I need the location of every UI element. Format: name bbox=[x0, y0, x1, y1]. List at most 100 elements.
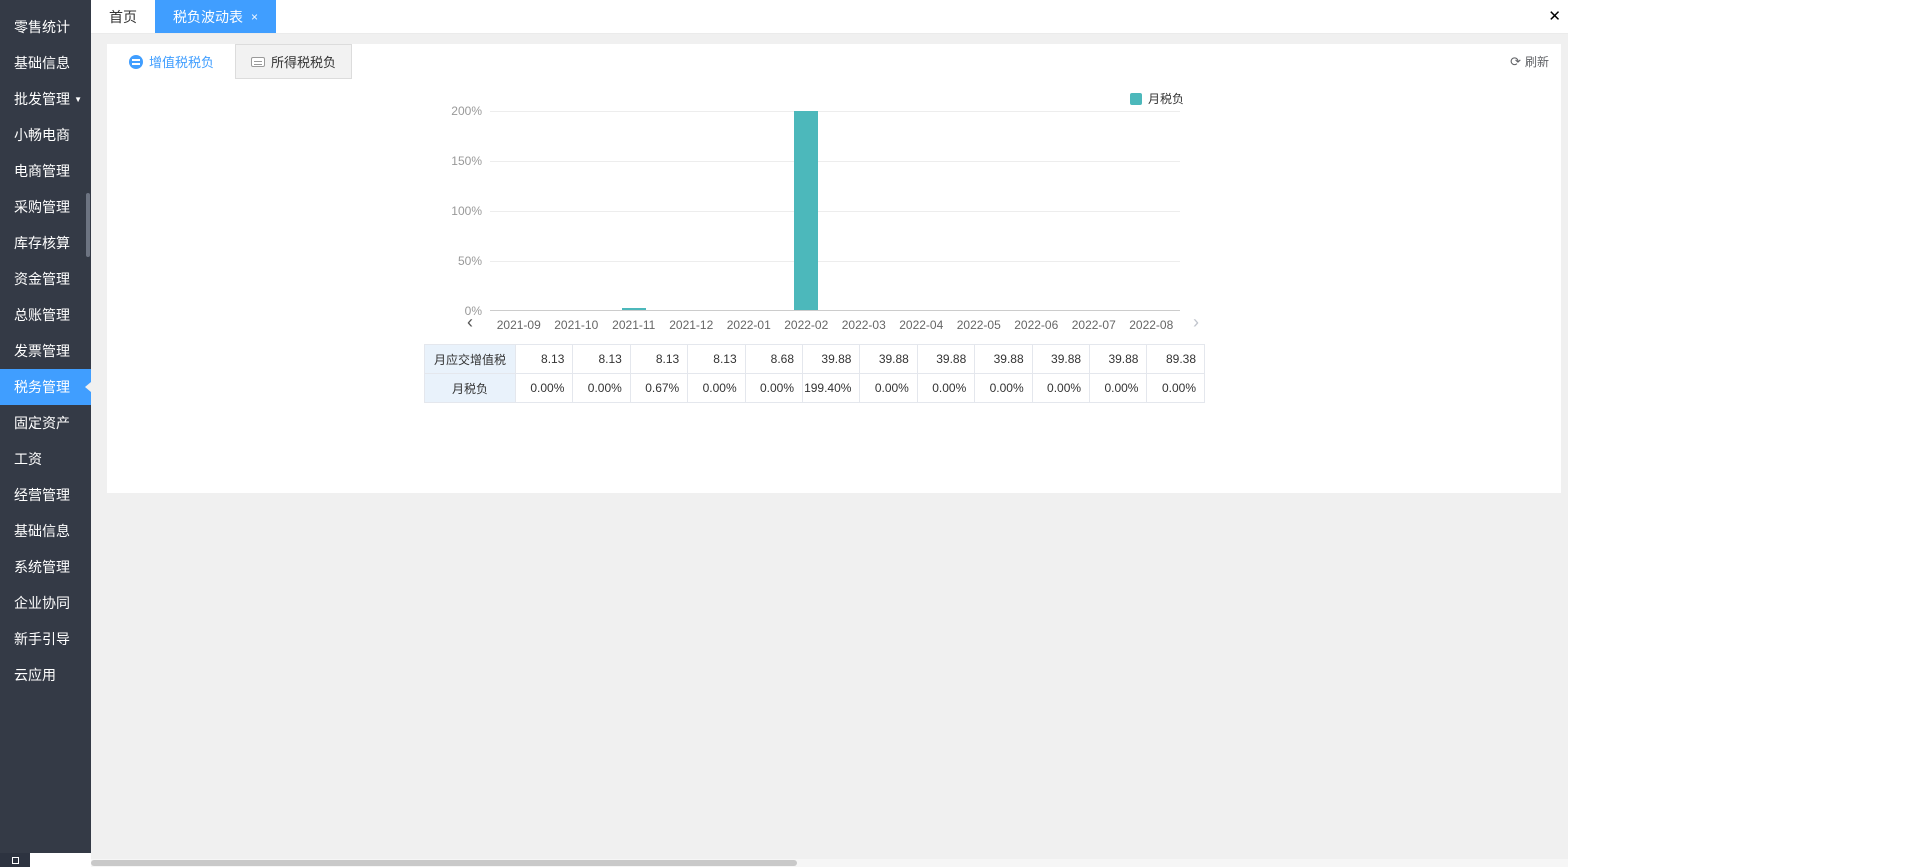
horizontal-scrollbar-thumb[interactable] bbox=[91, 860, 797, 866]
sidebar-item-17[interactable]: 新手引导 bbox=[0, 621, 91, 657]
gridline bbox=[490, 161, 1180, 162]
x-axis-label: 2022-03 bbox=[841, 318, 886, 332]
sidebar-item-3[interactable]: 小畅电商 bbox=[0, 117, 91, 153]
panel-tab-label: 增值税税负 bbox=[149, 55, 215, 70]
sidebar-item-16[interactable]: 企业协同 bbox=[0, 585, 91, 621]
sidebar-item-0[interactable]: 零售统计 bbox=[0, 9, 91, 45]
sidebar-item-8[interactable]: 总账管理 bbox=[0, 297, 91, 333]
dropdown-caret-icon: ▼ bbox=[74, 95, 82, 104]
table-cell: 0.00% bbox=[859, 373, 918, 403]
tax-data-table: 月应交增值税 8.13 8.13 8.13 8.13 8.68 39.88 39.88 39.8… bbox=[424, 344, 1205, 403]
x-axis-label: 2022-07 bbox=[1071, 318, 1116, 332]
refresh-button[interactable]: ⟳ 刷新 bbox=[1510, 44, 1549, 79]
row-header: 月税负 bbox=[424, 373, 516, 403]
y-axis-label: 0% bbox=[464, 304, 482, 318]
x-axis-label: 2022-01 bbox=[726, 318, 771, 332]
refresh-icon: ⟳ bbox=[1510, 53, 1521, 69]
sidebar-item-label: 固定资产 bbox=[14, 415, 70, 431]
legend-item[interactable]: 月税负 bbox=[1130, 90, 1184, 107]
table-cell: 0.00% bbox=[572, 373, 631, 403]
table-cell: 8.13 bbox=[572, 344, 631, 374]
table-cell: 89.38 bbox=[1146, 344, 1205, 374]
active-item-arrow bbox=[85, 382, 91, 392]
table-cell: 39.88 bbox=[974, 344, 1033, 374]
main-content: 增值税税负 所得税税负 ⟳ 刷新 月税负 0% 50% 100% 150% 200% ‹ … bbox=[91, 34, 1568, 867]
gridline bbox=[490, 111, 1180, 112]
y-axis-label: 50% bbox=[457, 254, 482, 268]
tax-panel: 增值税税负 所得税税负 ⟳ 刷新 月税负 0% 50% 100% 150% 200% ‹ … bbox=[107, 44, 1561, 493]
table-cell: 0.00% bbox=[974, 373, 1033, 403]
sidebar-item-label: 发票管理 bbox=[14, 343, 70, 359]
legend-label: 月税负 bbox=[1148, 92, 1185, 106]
bar-2021-11[interactable] bbox=[621, 308, 646, 310]
x-axis-label: 2022-02 bbox=[784, 318, 829, 332]
x-axis-label: 2021-12 bbox=[669, 318, 714, 332]
gridline bbox=[490, 211, 1180, 212]
tax-burden-chart: 0% 50% 100% 150% 200% bbox=[451, 104, 1180, 318]
sidebar-item-7[interactable]: 资金管理 bbox=[0, 261, 91, 297]
horizontal-scrollbar bbox=[91, 859, 1568, 867]
panel-tab-1[interactable]: 所得税税负 bbox=[235, 44, 353, 79]
sidebar-item-label: 零售统计 bbox=[14, 19, 70, 35]
sidebar-item-label: 税务管理 bbox=[14, 379, 70, 395]
sidebar-item-label: 系统管理 bbox=[14, 559, 70, 575]
x-axis-label: 2022-05 bbox=[956, 318, 1001, 332]
sidebar-item-label: 新手引导 bbox=[14, 631, 70, 647]
sidebar-item-9[interactable]: 发票管理 bbox=[0, 333, 91, 369]
sidebar-item-14[interactable]: 基础信息 bbox=[0, 513, 91, 549]
sidebar-item-label: 库存核算 bbox=[14, 235, 70, 251]
top-tab-label: 税负波动表 bbox=[173, 8, 243, 25]
y-axis-label: 150% bbox=[451, 154, 482, 168]
gridline bbox=[490, 261, 1180, 262]
table-cell: 0.00% bbox=[514, 373, 574, 403]
panel-tab-label: 所得税税负 bbox=[271, 55, 337, 70]
sidebar-item-label: 采购管理 bbox=[14, 199, 70, 215]
sidebar-scrollbar-thumb[interactable] bbox=[86, 193, 90, 257]
table-cell: 0.67% bbox=[629, 373, 689, 403]
chart-prev-arrow[interactable]: ‹ bbox=[467, 312, 473, 332]
sidebar-item-4[interactable]: 电商管理 bbox=[0, 153, 91, 189]
y-axis-label: 100% bbox=[451, 204, 482, 218]
sidebar-item-12[interactable]: 工资 bbox=[0, 441, 91, 477]
bar-2022-02[interactable] bbox=[794, 111, 819, 310]
sidebar-footer-button[interactable] bbox=[0, 853, 30, 867]
app-root: 零售统计 基础信息 批发管理 ▼ 小畅电商 电商管理 采购管理 库存核算 资金管理 总账管理 发票管… bbox=[0, 0, 1568, 867]
table-cell: 39.88 bbox=[916, 344, 976, 374]
sidebar-item-15[interactable]: 系统管理 bbox=[0, 549, 91, 585]
x-axis-labels: 2021-09 2021-10 2021-11 2021-12 2022-01 2022-… bbox=[490, 318, 1180, 332]
collapse-icon bbox=[11, 856, 19, 864]
sidebar-item-1[interactable]: 基础信息 bbox=[0, 45, 91, 81]
refresh-label: 刷新 bbox=[1524, 55, 1549, 69]
coin-lines-icon bbox=[129, 54, 143, 69]
sidebar-item-13[interactable]: 经营管理 bbox=[0, 477, 91, 513]
table-cell: 8.13 bbox=[514, 344, 574, 374]
sidebar-item-11[interactable]: 固定资产 bbox=[0, 405, 91, 441]
sidebar-item-10[interactable]: 税务管理 bbox=[0, 369, 91, 405]
sidebar-item-label: 资金管理 bbox=[14, 271, 70, 287]
table-cell: 8.68 bbox=[744, 344, 804, 374]
sidebar-item-label: 批发管理 bbox=[14, 91, 70, 107]
chart-next-arrow[interactable]: › bbox=[1193, 312, 1199, 332]
sidebar-item-5[interactable]: 采购管理 bbox=[0, 189, 91, 225]
sidebar-item-label: 小畅电商 bbox=[14, 127, 70, 143]
top-tab-1[interactable]: 税负波动表 × bbox=[155, 0, 277, 33]
x-axis-label: 2022-06 bbox=[1014, 318, 1059, 332]
card-lines-icon bbox=[251, 56, 266, 67]
table-cell: 8.13 bbox=[687, 344, 746, 374]
x-axis-label: 2021-09 bbox=[496, 318, 541, 332]
sidebar: 零售统计 基础信息 批发管理 ▼ 小畅电商 电商管理 采购管理 库存核算 资金管理 总账管理 发票管… bbox=[0, 0, 91, 853]
sidebar-item-18[interactable]: 云应用 bbox=[0, 657, 91, 693]
panel-tab-0[interactable]: 增值税税负 bbox=[114, 44, 230, 79]
sidebar-item-label: 电商管理 bbox=[14, 163, 70, 179]
sidebar-item-2[interactable]: 批发管理 ▼ bbox=[0, 81, 91, 117]
sidebar-item-6[interactable]: 库存核算 bbox=[0, 225, 91, 261]
top-tab-0[interactable]: 首页 bbox=[91, 0, 155, 33]
table-cell: 0.00% bbox=[744, 373, 804, 403]
close-icon[interactable]: ✕ bbox=[1548, 8, 1561, 25]
x-axis-label: 2022-04 bbox=[899, 318, 944, 332]
legend-swatch bbox=[1130, 92, 1142, 105]
table-cell: 199.40% bbox=[802, 373, 861, 403]
top-tab-label: 首页 bbox=[109, 8, 137, 25]
x-axis-label: 2021-10 bbox=[554, 318, 599, 332]
tab-close-icon[interactable]: × bbox=[251, 9, 259, 24]
